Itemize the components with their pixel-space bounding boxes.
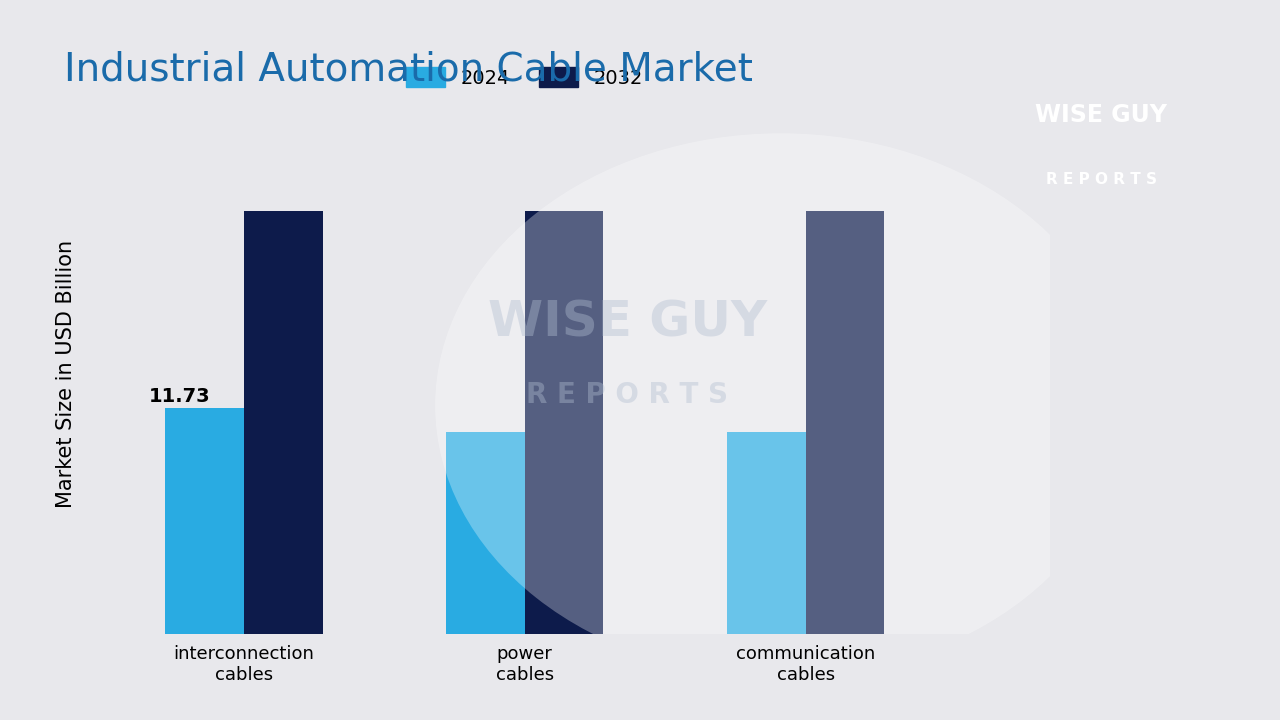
Text: R E P O R T S: R E P O R T S [526,381,728,409]
Bar [165,408,244,634]
Bar [805,211,884,634]
Text: Industrial Automation Cable Market: Industrial Automation Cable Market [64,50,753,89]
Ellipse shape [435,133,1126,678]
Text: WISE GUY: WISE GUY [1036,103,1167,127]
Legend: 2024, 2032: 2024, 2032 [397,58,653,97]
Bar [447,432,525,634]
Bar [244,211,323,634]
Text: R E P O R T S: R E P O R T S [1046,173,1157,187]
Bar [727,432,805,634]
Text: WISE GUY: WISE GUY [488,299,767,346]
Bar [525,211,603,634]
Text: 11.73: 11.73 [150,387,211,405]
Y-axis label: Market Size in USD Billion: Market Size in USD Billion [56,240,76,508]
